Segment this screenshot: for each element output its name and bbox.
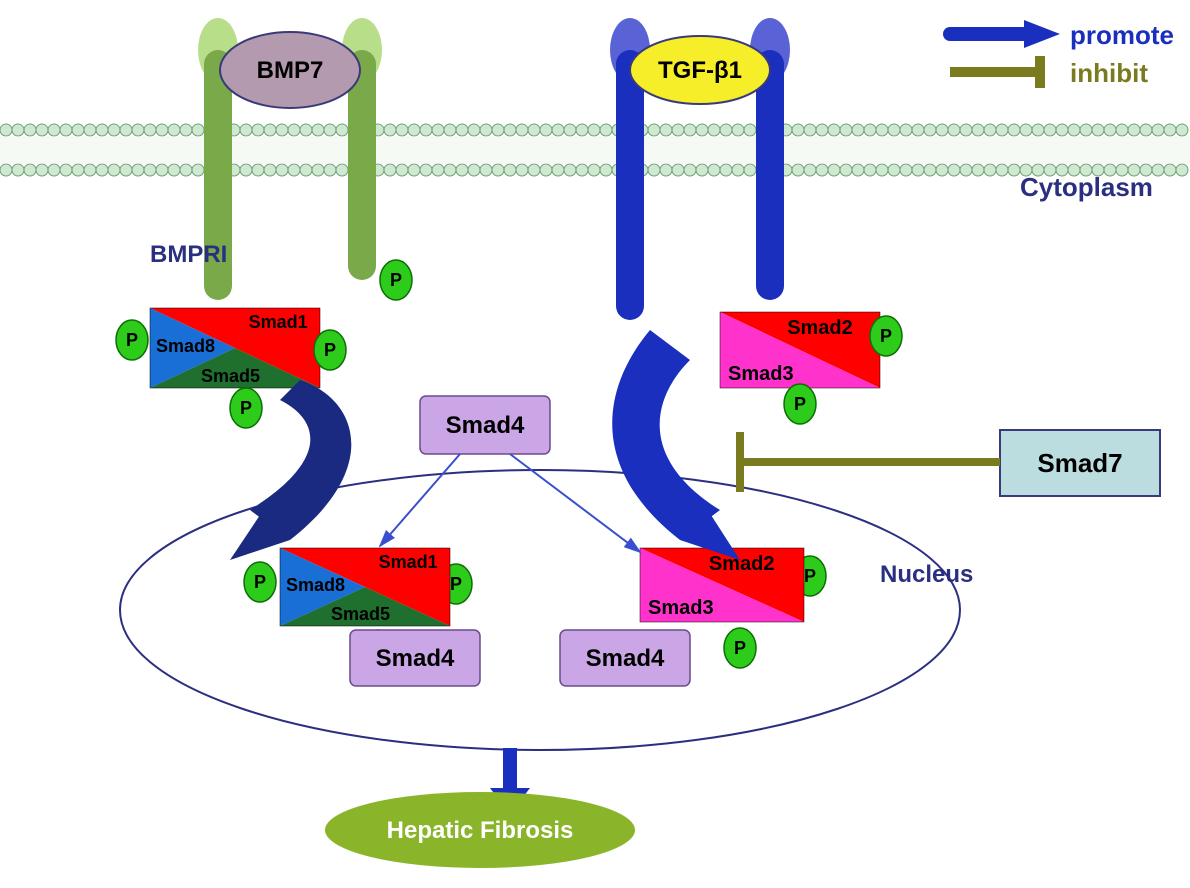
diagram-canvas: promote inhibit BMP7 TGF-β1 Cytoplasm BMPRI Nu… bbox=[0, 0, 1190, 888]
svg-text:P: P bbox=[794, 394, 806, 414]
svg-text:inhibit: inhibit bbox=[1070, 58, 1148, 88]
svg-text:P: P bbox=[734, 638, 746, 658]
svg-text:Smad1: Smad1 bbox=[379, 552, 438, 572]
svg-text:Smad8: Smad8 bbox=[286, 575, 345, 595]
svg-text:Smad3: Smad3 bbox=[648, 597, 714, 619]
svg-text:TGF-β1: TGF-β1 bbox=[658, 57, 742, 84]
svg-text:BMPRI: BMPRI bbox=[150, 241, 227, 268]
svg-text:Cytoplasm: Cytoplasm bbox=[1020, 172, 1153, 202]
svg-text:Smad7: Smad7 bbox=[1037, 448, 1122, 478]
svg-text:P: P bbox=[450, 574, 462, 594]
svg-text:P: P bbox=[880, 326, 892, 346]
svg-text:Smad2: Smad2 bbox=[709, 553, 775, 575]
svg-text:P: P bbox=[254, 572, 266, 592]
svg-text:Smad4: Smad4 bbox=[586, 645, 665, 672]
svg-text:Smad8: Smad8 bbox=[156, 336, 215, 356]
svg-text:Hepatic Fibrosis: Hepatic Fibrosis bbox=[387, 817, 574, 844]
svg-text:Smad1: Smad1 bbox=[249, 312, 308, 332]
svg-text:Smad5: Smad5 bbox=[331, 604, 390, 624]
svg-text:P: P bbox=[126, 330, 138, 350]
svg-text:Nucleus: Nucleus bbox=[880, 561, 973, 588]
svg-text:P: P bbox=[240, 398, 252, 418]
svg-text:Smad2: Smad2 bbox=[787, 317, 853, 339]
svg-text:Smad4: Smad4 bbox=[376, 645, 455, 672]
svg-text:Smad4: Smad4 bbox=[446, 412, 525, 439]
svg-text:Smad5: Smad5 bbox=[201, 366, 260, 386]
svg-text:P: P bbox=[390, 270, 402, 290]
svg-text:BMP7: BMP7 bbox=[257, 57, 324, 84]
svg-text:P: P bbox=[804, 566, 816, 586]
svg-text:P: P bbox=[324, 340, 336, 360]
svg-text:promote: promote bbox=[1070, 20, 1174, 50]
svg-text:Smad3: Smad3 bbox=[728, 363, 794, 385]
